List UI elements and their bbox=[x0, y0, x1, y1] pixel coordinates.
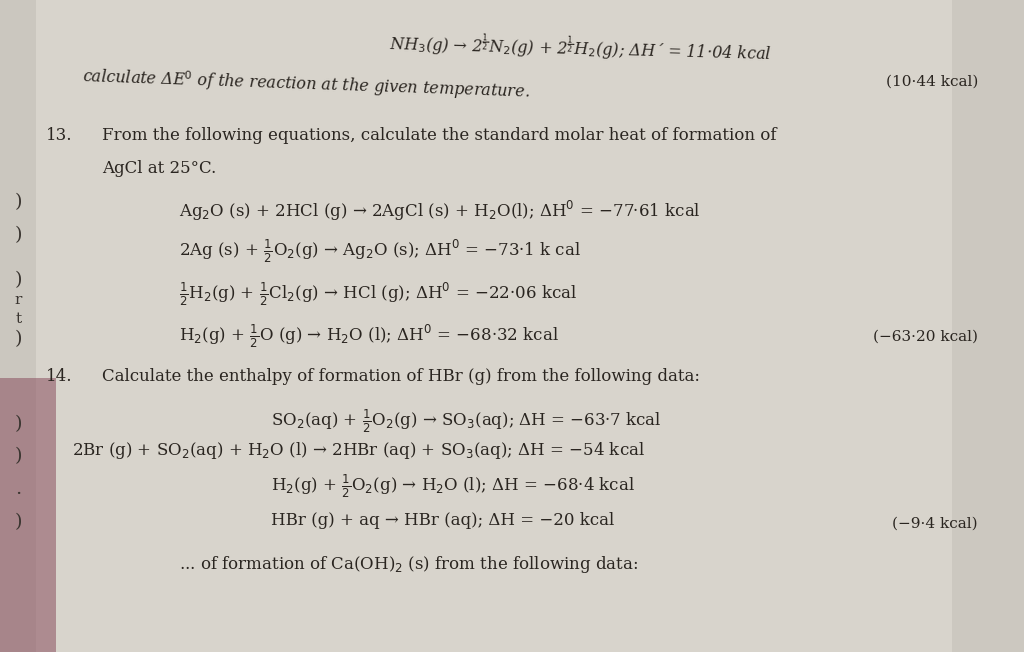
Text: From the following equations, calculate the standard molar heat of formation of: From the following equations, calculate … bbox=[102, 127, 777, 144]
Text: H$_2$(g) + $\frac{1}{2}$O$_2$(g) → H$_2$O (l); ΔH = −68·4 kcal: H$_2$(g) + $\frac{1}{2}$O$_2$(g) → H$_2$… bbox=[271, 473, 635, 500]
Text: Calculate the enthalpy of formation of HBr (g) from the following data:: Calculate the enthalpy of formation of H… bbox=[102, 368, 700, 385]
Text: ): ) bbox=[14, 512, 23, 531]
Text: ): ) bbox=[14, 271, 23, 289]
Text: SO$_2$(aq) + $\frac{1}{2}$O$_2$(g) → SO$_3$(aq); ΔH = −63·7 kcal: SO$_2$(aq) + $\frac{1}{2}$O$_2$(g) → SO$… bbox=[271, 408, 662, 435]
Bar bbox=[0, 0, 36, 652]
Text: ): ) bbox=[14, 193, 23, 211]
Bar bbox=[952, 0, 1024, 652]
Text: NH$_3$(g) → 2$^{\frac{1}{2}}$N$_2$(g) + 2$^{\frac{1}{2}}$H$_2$(g); ΔH´ = 11·04 k: NH$_3$(g) → 2$^{\frac{1}{2}}$N$_2$(g) + … bbox=[389, 29, 772, 67]
Text: H$_2$(g) + $\frac{1}{2}$O (g) → H$_2$O (l); ΔH$^0$ = −68·32 kcal: H$_2$(g) + $\frac{1}{2}$O (g) → H$_2$O (… bbox=[179, 323, 559, 350]
Text: ): ) bbox=[14, 226, 23, 244]
Text: AgCl at 25°C.: AgCl at 25°C. bbox=[102, 160, 217, 177]
Text: Ag$_2$O (s) + 2HCl (g) → 2AgCl (s) + H$_2$O(l); ΔH$^0$ = −77·61 kcal: Ag$_2$O (s) + 2HCl (g) → 2AgCl (s) + H$_… bbox=[179, 199, 701, 223]
Bar bbox=[0, 378, 56, 652]
Text: 2Ag (s) + $\frac{1}{2}$O$_2$(g) → Ag$_2$O (s); ΔH$^0$ = −73·1 k cal: 2Ag (s) + $\frac{1}{2}$O$_2$(g) → Ag$_2$… bbox=[179, 238, 581, 265]
Text: ): ) bbox=[14, 447, 23, 466]
Text: (10·44 kcal): (10·44 kcal) bbox=[886, 75, 978, 89]
Text: (−63·20 kcal): (−63·20 kcal) bbox=[872, 329, 978, 343]
Text: ): ) bbox=[14, 330, 23, 348]
Text: 2Br (g) + SO$_2$(aq) + H$_2$O (l) → 2HBr (aq) + SO$_3$(aq); ΔH = −54 kcal: 2Br (g) + SO$_2$(aq) + H$_2$O (l) → 2HBr… bbox=[72, 440, 645, 461]
Text: .: . bbox=[15, 480, 22, 498]
Text: HBr (g) + aq → HBr (aq); ΔH = −20 kcal: HBr (g) + aq → HBr (aq); ΔH = −20 kcal bbox=[271, 512, 614, 529]
Text: 14.: 14. bbox=[46, 368, 73, 385]
Text: (−9·4 kcal): (−9·4 kcal) bbox=[892, 517, 978, 531]
Text: t: t bbox=[15, 312, 22, 327]
Text: 13.: 13. bbox=[46, 127, 73, 144]
Text: calculate ΔE$^0$ of the reaction at the given temperature.: calculate ΔE$^0$ of the reaction at the … bbox=[82, 65, 530, 104]
Text: ): ) bbox=[14, 415, 23, 433]
Text: ... of formation of Ca(OH)$_2$ (s) from the following data:: ... of formation of Ca(OH)$_2$ (s) from … bbox=[179, 554, 639, 575]
Text: $\frac{1}{2}$H$_2$(g) + $\frac{1}{2}$Cl$_2$(g) → HCl (g); ΔH$^0$ = −22·06 kcal: $\frac{1}{2}$H$_2$(g) + $\frac{1}{2}$Cl$… bbox=[179, 280, 578, 308]
Text: r: r bbox=[14, 293, 23, 307]
